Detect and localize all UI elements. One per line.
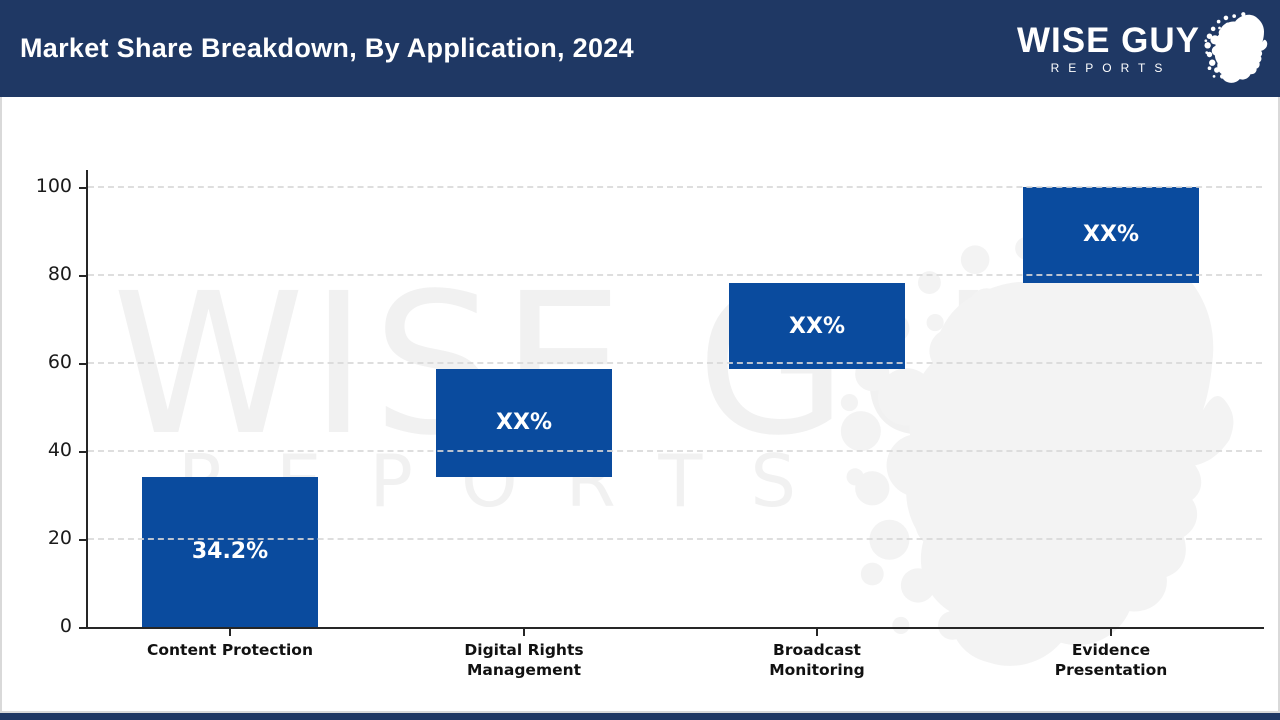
bar-value-label: XX% bbox=[789, 313, 845, 339]
y-axis-line bbox=[86, 170, 88, 629]
gridline-80 bbox=[88, 274, 1262, 276]
x-tick-mark bbox=[1110, 629, 1112, 636]
page-border-bottom bbox=[0, 711, 1280, 713]
bar-content-protection: 34.2% bbox=[142, 476, 318, 627]
gridline-20 bbox=[88, 538, 1262, 540]
page-border-left bbox=[0, 97, 2, 713]
bar-evidence-presentation: XX% bbox=[1023, 187, 1199, 283]
category-line: Management bbox=[466, 661, 582, 679]
bar-value-label: XX% bbox=[496, 410, 552, 436]
x-tick-mark bbox=[229, 629, 231, 636]
brand-face-icon bbox=[1204, 11, 1268, 83]
category-line: Broadcast bbox=[773, 641, 861, 659]
brand-logo-text: WISE GUY REPORTS bbox=[1017, 23, 1200, 75]
brand-name: WISE GUY bbox=[1016, 20, 1200, 60]
gridline-60 bbox=[88, 362, 1262, 364]
bar-digital-rights-management: XX% bbox=[436, 369, 612, 477]
page-border-right bbox=[1278, 97, 1280, 713]
y-tick-mark bbox=[79, 187, 86, 189]
category-label: Digital Rights Management bbox=[394, 640, 654, 680]
y-tick-mark bbox=[79, 627, 86, 629]
y-tick-label: 0 bbox=[59, 615, 72, 637]
y-tick-mark bbox=[79, 275, 86, 277]
y-tick-label: 80 bbox=[47, 263, 72, 285]
category-line: Monitoring bbox=[769, 661, 865, 679]
category-line: Evidence bbox=[1071, 641, 1151, 659]
category-label: Evidence Presentation bbox=[981, 640, 1241, 680]
footer-bar bbox=[0, 713, 1280, 720]
y-tick-mark bbox=[79, 363, 86, 365]
category-line: Digital Rights bbox=[464, 641, 584, 659]
y-tick-label: 40 bbox=[47, 439, 72, 461]
x-axis-line bbox=[86, 627, 1264, 629]
x-tick-mark bbox=[816, 629, 818, 636]
y-tick-label: 20 bbox=[47, 527, 72, 549]
y-tick-mark bbox=[79, 451, 86, 453]
gridline-100 bbox=[88, 186, 1262, 188]
category-line: Content Protection bbox=[147, 641, 313, 659]
bar-value-label: 34.2% bbox=[191, 539, 269, 565]
y-tick-label: 60 bbox=[47, 351, 72, 373]
bar-broadcast-monitoring: XX% bbox=[729, 282, 905, 370]
y-tick-label: 100 bbox=[35, 175, 72, 197]
page-title: Market Share Breakdown, By Application, … bbox=[20, 33, 634, 63]
category-label: Broadcast Monitoring bbox=[687, 640, 947, 680]
category-line: Presentation bbox=[1054, 661, 1168, 679]
header: Market Share Breakdown, By Application, … bbox=[0, 0, 1280, 97]
brand-tagline: REPORTS bbox=[1050, 60, 1172, 75]
gridline-40 bbox=[88, 450, 1262, 452]
y-tick-mark bbox=[79, 539, 86, 541]
category-label: Content Protection bbox=[100, 640, 360, 660]
brand-logo: WISE GUY REPORTS bbox=[1017, 11, 1268, 87]
x-tick-mark bbox=[523, 629, 525, 636]
bar-value-label: XX% bbox=[1083, 222, 1139, 248]
